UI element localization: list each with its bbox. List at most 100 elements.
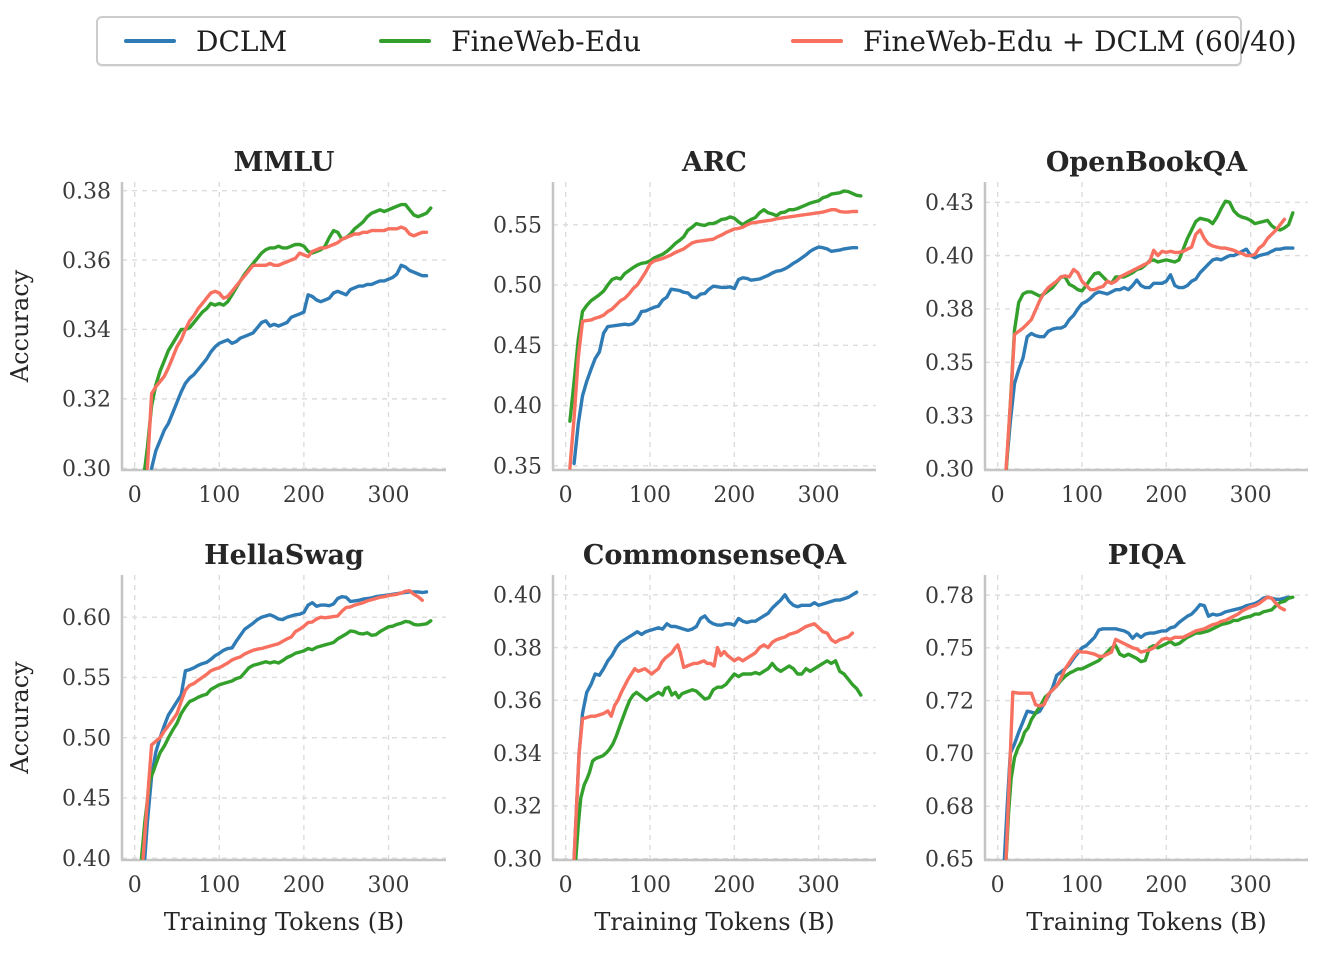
- x-tick-label: 300: [798, 873, 840, 898]
- y-tick-label: 0.33: [925, 404, 974, 429]
- x-axis-label: Training Tokens (B): [164, 908, 404, 936]
- chart-title: MMLU: [234, 147, 335, 178]
- x-axis-label: Training Tokens (B): [1026, 908, 1266, 936]
- y-tick-label: 0.30: [493, 847, 542, 872]
- x-tick-label: 200: [713, 873, 755, 898]
- chart-title: OpenBookQA: [1046, 147, 1248, 178]
- chart-arc: ARC 0.35 0.40 0.45 0.50 0.55 0 100 200 300: [460, 135, 895, 530]
- chart-hellaswag: HellaSwag 0.40 0.45 0.50 0.55 0.60 0 100 200 300 A…: [0, 530, 460, 960]
- y-tick-label: 0.38: [925, 298, 974, 323]
- chart-openbookqa: OpenBookQA 0.30 0.33 0.35 0.38 0.40 0.43 0 100 20…: [895, 135, 1329, 530]
- x-tick-label: 300: [1230, 873, 1272, 898]
- y-tick-label: 0.60: [62, 606, 111, 631]
- y-tick-label: 0.72: [925, 689, 974, 714]
- x-tick-label: 200: [1145, 483, 1187, 508]
- y-tick-label: 0.55: [493, 213, 542, 238]
- y-tick-label: 0.68: [925, 795, 974, 820]
- x-tick-label: 300: [367, 873, 409, 898]
- chart-mmlu: MMLU 0.30 0.32 0.34 0.36 0.38 0 100 200 300 Accura…: [0, 135, 460, 530]
- y-tick-label: 0.40: [493, 583, 542, 608]
- y-tick-label: 0.55: [62, 666, 111, 691]
- y-tick-label: 0.35: [925, 351, 974, 376]
- y-tick-label: 0.45: [493, 334, 542, 359]
- series-line-fineweb-edu: [568, 189, 863, 423]
- chart-title: CommonsenseQA: [583, 540, 847, 571]
- y-tick-label: 0.36: [62, 249, 111, 274]
- y-tick-label: 0.50: [62, 726, 111, 751]
- legend-item-fineweb-edu: FineWeb-Edu: [379, 25, 641, 58]
- chart-canvas: ARC 0.35 0.40 0.45 0.50 0.55 0 100 200 300: [493, 147, 876, 508]
- y-axis-label: Accuracy: [6, 269, 34, 383]
- series-line-dclm: [1002, 595, 1291, 860]
- chart-canvas: PIQA 0.65 0.68 0.70 0.72 0.75 0.78 0 100 200 300 Tr…: [925, 540, 1308, 936]
- chart-title: ARC: [681, 147, 747, 178]
- x-tick-label: 0: [991, 483, 1005, 508]
- x-tick-label: 100: [629, 873, 671, 898]
- legend-label-fineweb-edu: FineWeb-Edu: [451, 24, 641, 58]
- chart-title: HellaSwag: [204, 540, 364, 571]
- charts-grid: MMLU 0.30 0.32 0.34 0.36 0.38 0 100 200 300 Accura…: [0, 135, 1329, 960]
- x-tick-label: 200: [283, 483, 325, 508]
- legend-item-fineweb-edu-dclm-mix: FineWeb-Edu + DCLM (60/40): [790, 24, 1297, 58]
- y-tick-label: 0.38: [62, 179, 111, 204]
- y-tick-label: 0.40: [62, 847, 111, 872]
- x-tick-label: 100: [198, 483, 240, 508]
- series-line-fineweb-edu-dclm-60-40: [1004, 217, 1287, 470]
- x-tick-label: 0: [559, 873, 573, 898]
- series-line-dclm: [572, 590, 859, 860]
- y-tick-label: 0.75: [925, 637, 974, 662]
- x-tick-label: 300: [367, 483, 409, 508]
- series-line-fineweb-edu: [142, 202, 433, 470]
- series-line-fineweb-edu-dclm-60-40: [145, 225, 429, 470]
- legend-item-dclm: DCLM: [124, 25, 287, 58]
- y-tick-label: 0.70: [925, 742, 974, 767]
- x-tick-label: 100: [629, 483, 671, 508]
- y-tick-label: 0.35: [493, 454, 542, 479]
- x-tick-label: 100: [198, 873, 240, 898]
- chart-commonsenseqa: CommonsenseQA 0.30 0.32 0.34 0.36 0.38 0.40 0 10…: [460, 530, 895, 960]
- series-line-dclm: [149, 263, 429, 470]
- y-tick-label: 0.38: [493, 636, 542, 661]
- series-line-fineweb-edu: [1004, 595, 1295, 860]
- x-tick-label: 100: [1061, 483, 1103, 508]
- x-tick-label: 0: [559, 483, 573, 508]
- x-axis-label: Training Tokens (B): [594, 908, 834, 936]
- chart-canvas: MMLU 0.30 0.32 0.34 0.36 0.38 0 100 200 300 Accura…: [6, 147, 446, 508]
- series-line-fineweb-edu-dclm-60-40: [141, 589, 424, 860]
- chart-canvas: CommonsenseQA 0.30 0.32 0.34 0.36 0.38 0.40 0 10…: [493, 540, 876, 936]
- y-tick-label: 0.34: [493, 742, 542, 767]
- chart-canvas: HellaSwag 0.40 0.45 0.50 0.55 0.60 0 100 200 300 A…: [6, 540, 446, 936]
- y-tick-label: 0.30: [62, 457, 111, 482]
- legend-label-fineweb-edu-dclm-mix: FineWeb-Edu + DCLM (60/40): [862, 24, 1297, 58]
- y-tick-label: 0.43: [925, 191, 974, 216]
- chart-canvas: OpenBookQA 0.30 0.33 0.35 0.38 0.40 0.43 0 100 20…: [925, 147, 1308, 508]
- y-tick-label: 0.32: [493, 795, 542, 820]
- series-line-fineweb-edu: [574, 659, 863, 860]
- x-tick-label: 300: [798, 483, 840, 508]
- legend-swatch-fineweb-edu: [379, 39, 432, 43]
- series-line-dclm: [143, 590, 429, 860]
- series-line-fineweb-edu: [1004, 199, 1295, 470]
- chart-title: PIQA: [1108, 540, 1186, 571]
- figure-legend: DCLM FineWeb-Edu FineWeb-Edu + DCLM (60/…: [96, 16, 1297, 66]
- y-tick-label: 0.36: [493, 689, 542, 714]
- legend-swatch-fineweb-edu-dclm-mix: [790, 39, 843, 43]
- legend-label-dclm: DCLM: [196, 24, 288, 58]
- y-tick-label: 0.65: [925, 848, 974, 873]
- y-tick-label: 0.40: [493, 394, 542, 419]
- series-line-dclm: [1004, 246, 1295, 470]
- series-line-fineweb-edu: [139, 619, 433, 860]
- y-tick-label: 0.40: [925, 244, 974, 269]
- x-tick-label: 300: [1230, 483, 1272, 508]
- series-line-fineweb-edu-dclm-60-40: [1004, 595, 1287, 860]
- y-axis-label: Accuracy: [6, 661, 34, 775]
- x-tick-label: 0: [128, 873, 142, 898]
- series-line-fineweb-edu-dclm-60-40: [568, 208, 859, 470]
- y-tick-label: 0.30: [925, 458, 974, 483]
- series-line-fineweb-edu-dclm-60-40: [572, 622, 855, 860]
- x-tick-label: 0: [128, 483, 142, 508]
- y-tick-label: 0.78: [925, 584, 974, 609]
- x-tick-label: 0: [991, 873, 1005, 898]
- x-tick-label: 200: [283, 873, 325, 898]
